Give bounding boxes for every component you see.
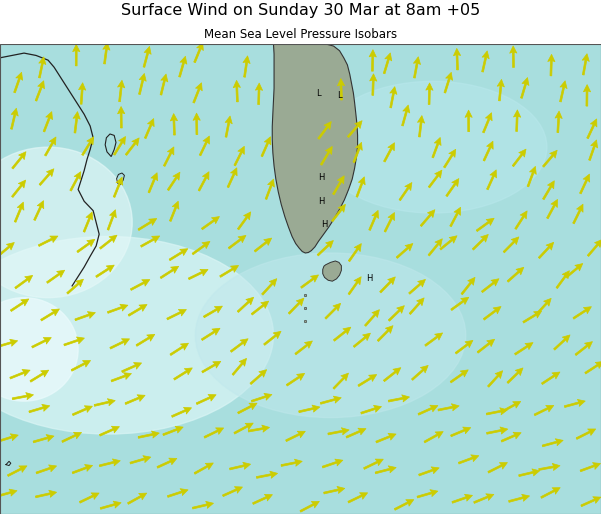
Ellipse shape [0, 147, 132, 298]
Ellipse shape [195, 253, 466, 417]
Text: Surface Wind on Sunday 30 Mar at 8am +05: Surface Wind on Sunday 30 Mar at 8am +05 [121, 4, 480, 19]
Text: H: H [319, 173, 325, 182]
Text: L: L [337, 91, 342, 100]
Ellipse shape [0, 236, 273, 434]
Text: H: H [367, 274, 373, 283]
Text: L: L [316, 88, 321, 98]
Ellipse shape [0, 298, 78, 401]
Ellipse shape [319, 81, 547, 213]
Text: Mean Sea Level Pressure Isobars: Mean Sea Level Pressure Isobars [204, 28, 397, 41]
Polygon shape [323, 261, 341, 281]
Text: H: H [322, 221, 328, 229]
Polygon shape [272, 44, 358, 253]
Text: H: H [319, 197, 325, 206]
